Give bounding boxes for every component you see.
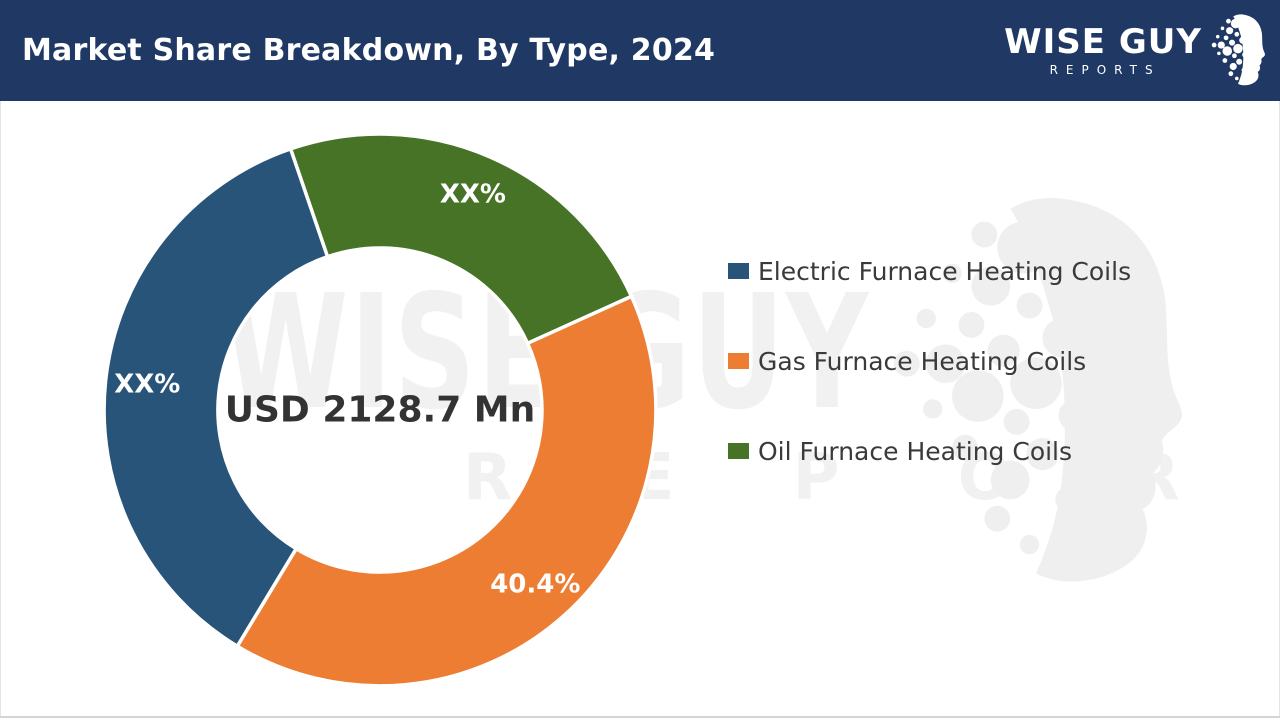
donut-chart: XX% 40.4% XX% — [102, 132, 658, 688]
legend-label-oil: Oil Furnace Heating Coils — [758, 436, 1073, 466]
legend-swatch-electric — [728, 263, 749, 279]
legend-item-oil: Oil Furnace Heating Coils — [728, 435, 1131, 467]
legend-item-gas: Gas Furnace Heating Coils — [728, 345, 1131, 377]
legend-swatch-gas — [728, 353, 749, 369]
legend-swatch-oil — [728, 443, 749, 459]
page-title: Market Share Breakdown, By Type, 2024 — [22, 33, 716, 68]
segment-label-0: XX% — [440, 180, 506, 210]
donut-segment-2 — [102, 147, 330, 648]
brand-subtitle: REPORTS — [1049, 62, 1161, 77]
brand-logo: WISE GUY REPORTS — [1004, 13, 1280, 88]
legend: Electric Furnace Heating Coils Gas Furna… — [728, 255, 1131, 525]
chart-area: WISE GUY R E P O R T S XX%40.4%XX% USD 2… — [0, 101, 1280, 717]
face-dots-icon — [1211, 13, 1265, 85]
segment-label-2: XX% — [114, 370, 180, 400]
brand-logo-text: WISE GUY REPORTS — [1004, 25, 1202, 77]
segment-label-1: 40.4% — [490, 570, 580, 600]
donut-segment-1 — [235, 294, 658, 688]
donut-segment-0 — [288, 132, 634, 346]
bottom-divider — [0, 716, 1280, 718]
brand-name: WISE GUY — [1004, 21, 1202, 62]
header-bar: Market Share Breakdown, By Type, 2024 WI… — [0, 0, 1280, 101]
center-value-label: USD 2128.7 Mn — [224, 389, 536, 431]
legend-label-gas: Gas Furnace Heating Coils — [758, 346, 1087, 376]
legend-label-electric: Electric Furnace Heating Coils — [758, 256, 1132, 286]
legend-item-electric: Electric Furnace Heating Coils — [728, 255, 1131, 287]
